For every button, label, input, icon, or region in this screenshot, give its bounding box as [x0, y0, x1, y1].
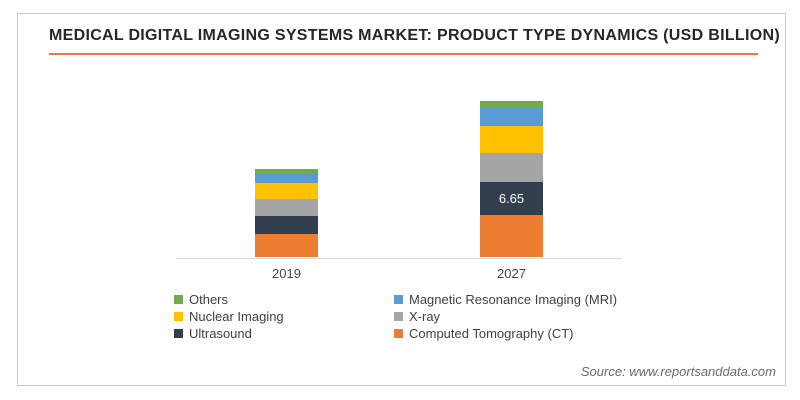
source-attribution: Source: www.reportsanddata.com — [580, 364, 776, 379]
legend-item-nuclear-imaging: Nuclear Imaging — [174, 310, 394, 323]
bar-segment-ultrasound-2019 — [255, 215, 318, 234]
x-axis-baseline — [176, 258, 622, 259]
legend-item-magnetic-resonance-imaging-mri: Magnetic Resonance Imaging (MRI) — [394, 293, 617, 306]
bar-segment-x-ray-2027 — [480, 152, 543, 182]
legend-item-computed-tomography-ct: Computed Tomography (CT) — [394, 327, 617, 340]
bar-segment-computed-tomography-ct-2027 — [480, 215, 543, 257]
legend-swatch-others — [174, 295, 183, 304]
legend-item-x-ray: X-ray — [394, 310, 617, 323]
bar-segment-nuclear-imaging-2019 — [255, 182, 318, 199]
bar-segment-others-2019 — [255, 168, 318, 173]
legend-swatch-x-ray — [394, 312, 403, 321]
legend-item-ultrasound: Ultrasound — [174, 327, 394, 340]
bar-segment-x-ray-2019 — [255, 199, 318, 216]
legend-swatch-ultrasound — [174, 329, 183, 338]
bar-segment-others-2027 — [480, 100, 543, 107]
bar-segment-value-label: 6.65 — [498, 190, 525, 206]
legend-item-others: Others — [174, 293, 394, 306]
stacked-bar-2019 — [255, 168, 318, 257]
chart-card: MEDICAL DIGITAL IMAGING SYSTEMS MARKET: … — [17, 13, 786, 386]
legend-label-magnetic-resonance-imaging-mri: Magnetic Resonance Imaging (MRI) — [409, 292, 618, 307]
legend-label-nuclear-imaging: Nuclear Imaging — [189, 309, 284, 324]
plot-area: 6.65 2019 2027 — [18, 14, 785, 385]
x-axis-label-2027: 2027 — [497, 266, 526, 281]
legend-swatch-computed-tomography-ct — [394, 329, 403, 338]
bar-segment-magnetic-resonance-imaging-mri-2027 — [480, 106, 543, 127]
legend-swatch-nuclear-imaging — [174, 312, 183, 321]
legend-label-others: Others — [189, 292, 229, 307]
title-underline-rule — [49, 53, 758, 55]
chart-title: MEDICAL DIGITAL IMAGING SYSTEMS MARKET: … — [49, 27, 780, 44]
legend-label-ultrasound: Ultrasound — [189, 326, 252, 341]
legend-swatch-magnetic-resonance-imaging-mri — [394, 295, 403, 304]
chart-legend: Others Magnetic Resonance Imaging (MRI) Nu… — [174, 293, 617, 340]
bar-segment-nuclear-imaging-2027 — [480, 126, 543, 153]
legend-label-x-ray: X-ray — [409, 309, 441, 324]
bar-segment-magnetic-resonance-imaging-mri-2019 — [255, 172, 318, 183]
bar-segment-computed-tomography-ct-2019 — [255, 234, 318, 257]
legend-label-computed-tomography-ct: Computed Tomography (CT) — [409, 326, 574, 341]
x-axis-label-2019: 2019 — [272, 266, 301, 281]
bar-segment-ultrasound-2027: 6.65 — [480, 181, 543, 215]
stacked-bar-2027: 6.65 — [480, 100, 543, 257]
